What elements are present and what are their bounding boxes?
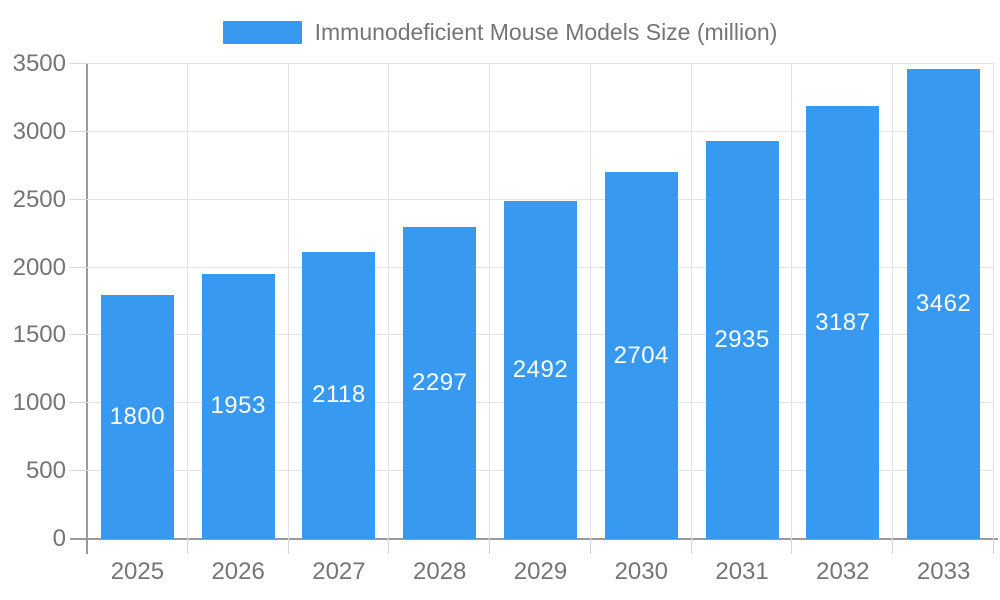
y-tick [70,130,87,132]
bar-value-label: 3187 [815,308,871,336]
bar-value-label: 1800 [109,402,166,430]
v-gridline [892,64,894,539]
y-axis-line [86,64,88,554]
v-gridline [388,64,390,539]
x-tick [589,539,591,554]
bar-value-label: 3462 [915,290,972,318]
y-tick [70,63,87,64]
bar: 2935 [705,140,779,539]
x-axis-label: 2033 [916,558,971,585]
v-gridline [186,64,188,539]
y-axis-labels: 0 500 1000 1500 2000 2500 3000 3500 [0,52,70,551]
y-axis-label: 3500 [12,50,66,77]
x-axis-label: 2027 [312,558,366,585]
x-axis-label: 2032 [816,558,870,585]
x-axis-label: 2031 [715,558,769,585]
h-gridline [87,198,994,200]
bar-value-label: 2935 [714,325,770,353]
v-gridline [791,64,793,539]
plot-area: 1800 1953 2118 2297 2492 2704 2935 3187 3462 [70,63,998,554]
y-axis-label: 0 [52,525,66,552]
bar: 3462 [907,69,981,539]
y-axis-label: 2000 [12,253,66,281]
legend-label: Immunodeficient Mouse Models Size (milli… [314,18,778,45]
y-axis-label: 500 [25,457,66,485]
y-tick [70,198,87,200]
bar-value-label: 2297 [412,369,468,397]
bar: 1800 [100,294,174,539]
bar: 2297 [403,227,477,539]
bar-value-label: 2704 [613,341,669,369]
x-axis-label: 2028 [413,558,467,585]
y-axis-label: 1500 [12,321,66,349]
v-gridline [489,64,491,539]
legend-item[interactable]: Immunodeficient Mouse Models Size (milli… [222,18,778,46]
h-gridline [87,130,994,132]
x-tick [791,539,793,554]
y-axis-label: 1000 [12,389,66,417]
x-axis-baseline [70,538,998,540]
x-tick [388,539,390,554]
x-axis-label: 2030 [614,558,668,585]
bar: 2704 [604,172,678,539]
bar: 2118 [302,251,376,539]
bar-value-label: 1953 [210,392,266,420]
v-gridline [690,64,692,539]
bar: 1953 [201,273,275,539]
x-axis-label: 2026 [211,558,265,585]
x-axis-label: 2029 [513,558,568,585]
y-axis-label: 2500 [12,185,66,213]
y-tick [70,334,87,336]
legend: Immunodeficient Mouse Models Size (milli… [0,12,1000,52]
h-gridline [87,63,994,64]
x-axis-label: 2025 [110,558,165,585]
x-tick [489,539,491,554]
x-tick [993,539,994,554]
legend-swatch-icon [222,20,302,44]
x-tick [186,539,188,554]
y-axis-label: 3000 [12,117,66,145]
bar-value-label: 2492 [512,355,569,383]
y-tick [70,402,87,404]
x-tick [287,539,289,554]
v-gridline [287,64,289,539]
x-axis-labels: 2025 2026 2027 2028 2029 2030 2031 2032 2033 [87,557,994,587]
bar-value-label: 2118 [312,381,366,409]
x-tick [690,539,692,554]
bar: 3187 [806,106,880,539]
bar: 2492 [503,200,577,539]
y-tick [70,470,87,472]
v-gridline [589,64,591,539]
y-tick [70,266,87,268]
v-gridline [993,64,994,539]
x-tick [892,539,894,554]
